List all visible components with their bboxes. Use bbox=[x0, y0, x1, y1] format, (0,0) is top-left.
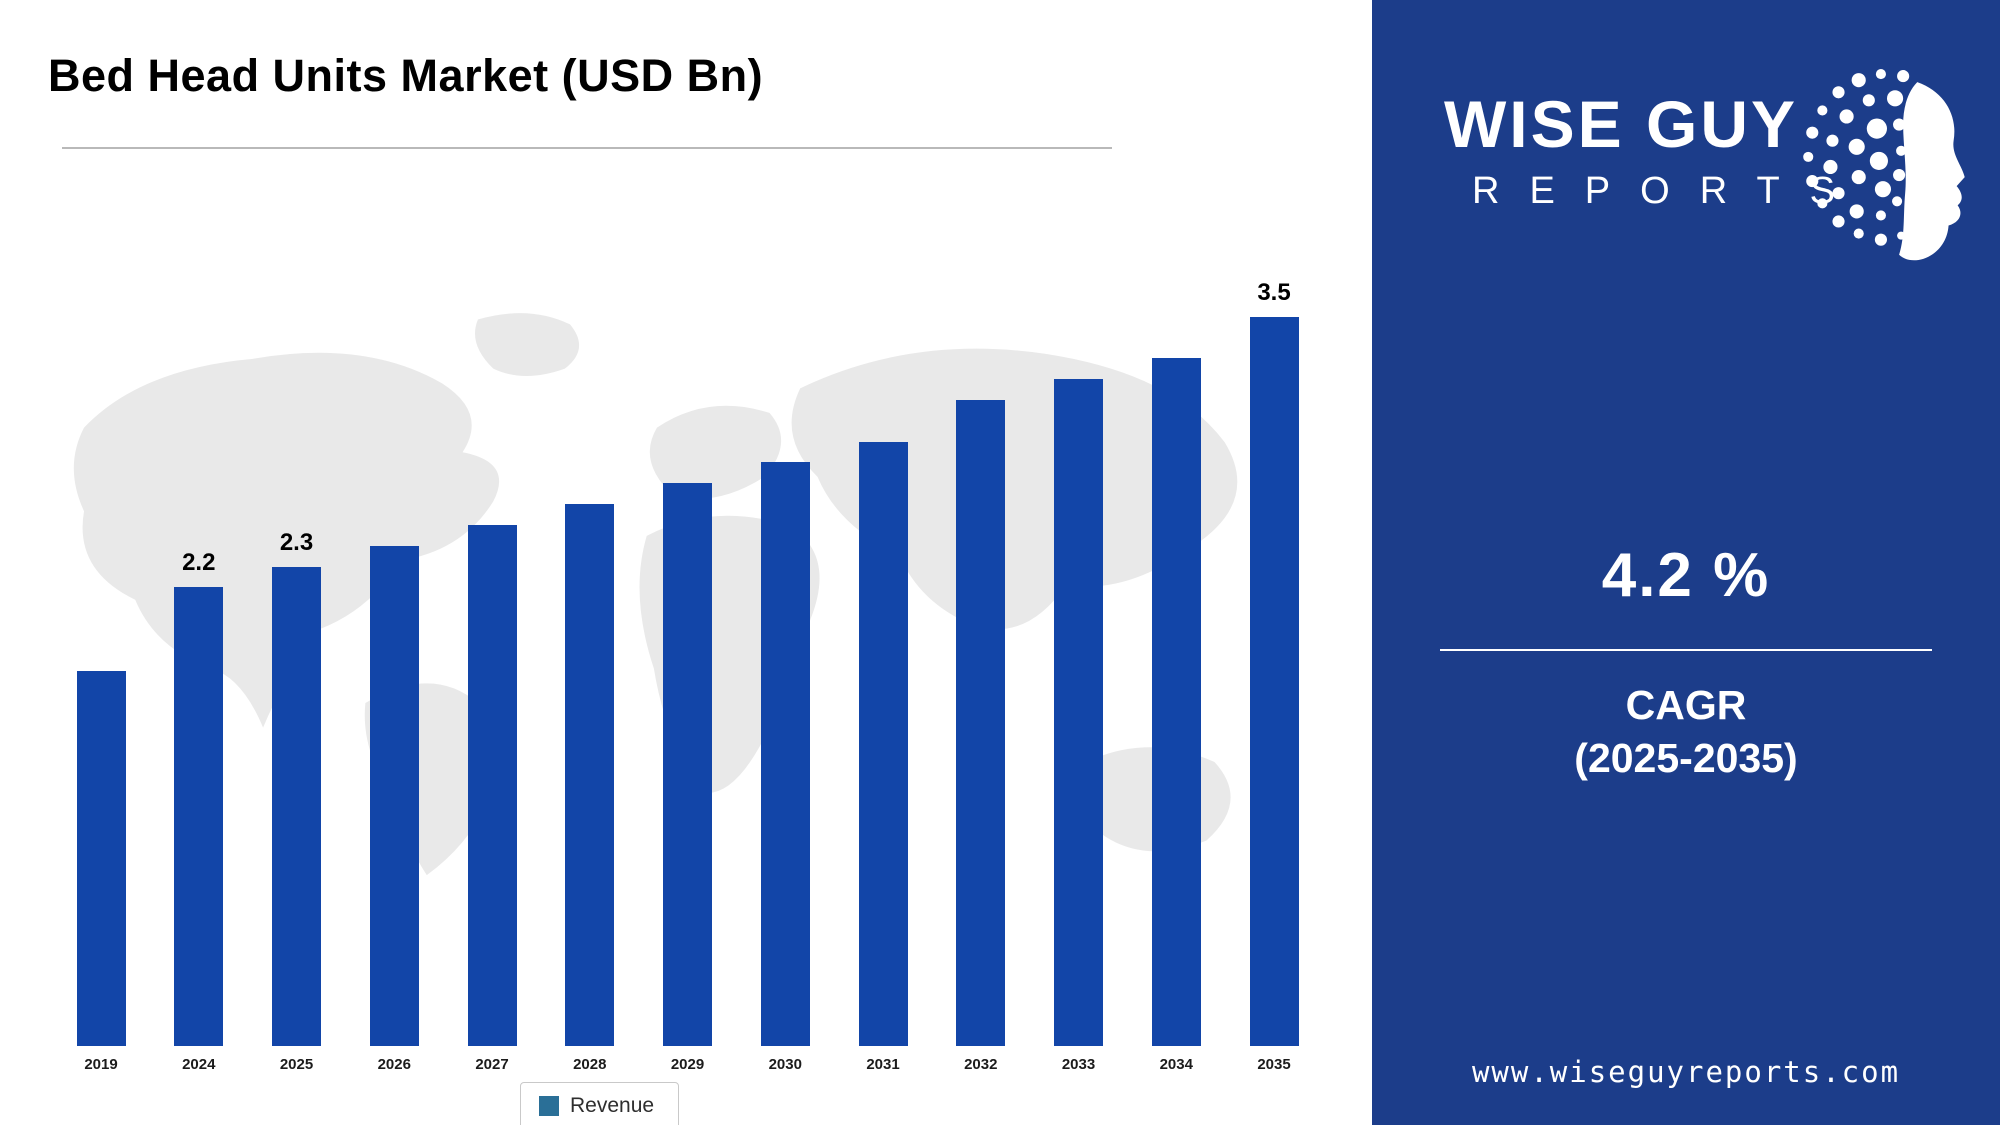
wise-guy-reports-logo: WISE GUY REPORTS bbox=[1444, 69, 1970, 261]
dotted-head-icon bbox=[1803, 69, 1965, 261]
bar-column-2035: 3.5 2035 bbox=[1243, 254, 1305, 1073]
logo-text-line2: REPORTS bbox=[1472, 170, 1866, 212]
info-panel: WISE GUY REPORTS bbox=[1372, 0, 2000, 1125]
bar-column-2034: 2034 bbox=[1145, 254, 1207, 1073]
bar-column-2033: 2033 bbox=[1048, 254, 1110, 1073]
bar-column-2024: 2.2 2024 bbox=[168, 254, 230, 1073]
logo-text-line1: WISE GUY bbox=[1444, 87, 1799, 161]
bar-2027 bbox=[467, 525, 517, 1046]
bar-column-2019: 2019 bbox=[70, 254, 132, 1073]
bar-2031 bbox=[858, 442, 908, 1046]
x-axis-label-2024: 2024 bbox=[182, 1056, 216, 1073]
x-axis-label-2032: 2032 bbox=[964, 1056, 998, 1073]
bar-value-label-2024: 2.2 bbox=[182, 549, 216, 576]
bar-column-2028: 2028 bbox=[559, 254, 621, 1073]
x-axis-label-2029: 2029 bbox=[670, 1056, 705, 1073]
bar-2032 bbox=[956, 400, 1006, 1046]
bar-chart: 2019 2.2 2024 2.3 2025 2026 2027 2028 2029 2030 20… bbox=[70, 254, 1305, 1073]
cagr-divider bbox=[1440, 649, 1932, 651]
bar-2028 bbox=[565, 504, 615, 1046]
bar-2035 bbox=[1249, 317, 1299, 1046]
bar-column-2025: 2.3 2025 bbox=[266, 254, 328, 1073]
bar-column-2032: 2032 bbox=[950, 254, 1012, 1073]
bar-2030 bbox=[760, 462, 810, 1046]
x-axis-label-2019: 2019 bbox=[84, 1056, 118, 1073]
x-axis-label-2028: 2028 bbox=[573, 1056, 607, 1073]
x-axis-label-2026: 2026 bbox=[377, 1056, 411, 1073]
cagr-label-line2: (2025-2035) bbox=[1574, 735, 1798, 782]
bar-2033 bbox=[1054, 379, 1103, 1046]
x-axis-label-2035: 2035 bbox=[1257, 1056, 1291, 1073]
cagr-value: 4.2 % bbox=[1601, 541, 1771, 610]
bar-2025 bbox=[272, 567, 321, 1046]
bar-value-label-2025: 2.3 bbox=[279, 529, 314, 556]
bar-column-2026: 2026 bbox=[363, 254, 425, 1073]
x-axis-label-2031: 2031 bbox=[866, 1056, 900, 1073]
bar-column-2029: 2029 bbox=[657, 254, 719, 1073]
x-axis-label-2034: 2034 bbox=[1159, 1056, 1193, 1073]
legend-label-revenue: Revenue bbox=[570, 1094, 655, 1117]
cagr-block: 4.2 % CAGR (2025-2035) bbox=[1372, 540, 2000, 786]
x-axis-label-2030: 2030 bbox=[768, 1056, 802, 1073]
bar-column-2031: 2031 bbox=[852, 254, 914, 1073]
title-divider bbox=[62, 147, 1112, 149]
chart-panel: Bed Head Units Market (USD Bn) 2019 2.2 20… bbox=[48, 50, 1305, 1125]
x-axis-label-2033: 2033 bbox=[1061, 1056, 1096, 1073]
bar-2034 bbox=[1151, 358, 1201, 1046]
bar-column-2027: 2027 bbox=[461, 254, 523, 1073]
cagr-label: CAGR (2025-2035) bbox=[1372, 679, 2000, 786]
bar-column-2030: 2030 bbox=[754, 254, 816, 1073]
chart-title: Bed Head Units Market (USD Bn) bbox=[48, 50, 764, 101]
bar-value-label-2035: 3.5 bbox=[1257, 279, 1291, 306]
website-url: www.wiseguyreports.com bbox=[1471, 1055, 1901, 1089]
bar-2024 bbox=[174, 587, 224, 1046]
bar-2029 bbox=[663, 483, 712, 1046]
x-axis-label-2027: 2027 bbox=[475, 1056, 509, 1073]
x-axis-label-2025: 2025 bbox=[279, 1056, 314, 1073]
chart-legend[interactable]: Revenue bbox=[520, 1082, 680, 1125]
legend-swatch-revenue bbox=[539, 1096, 559, 1116]
bar-2026 bbox=[369, 546, 419, 1046]
bar-2019 bbox=[76, 671, 126, 1046]
cagr-label-line1: CAGR bbox=[1625, 682, 1747, 728]
